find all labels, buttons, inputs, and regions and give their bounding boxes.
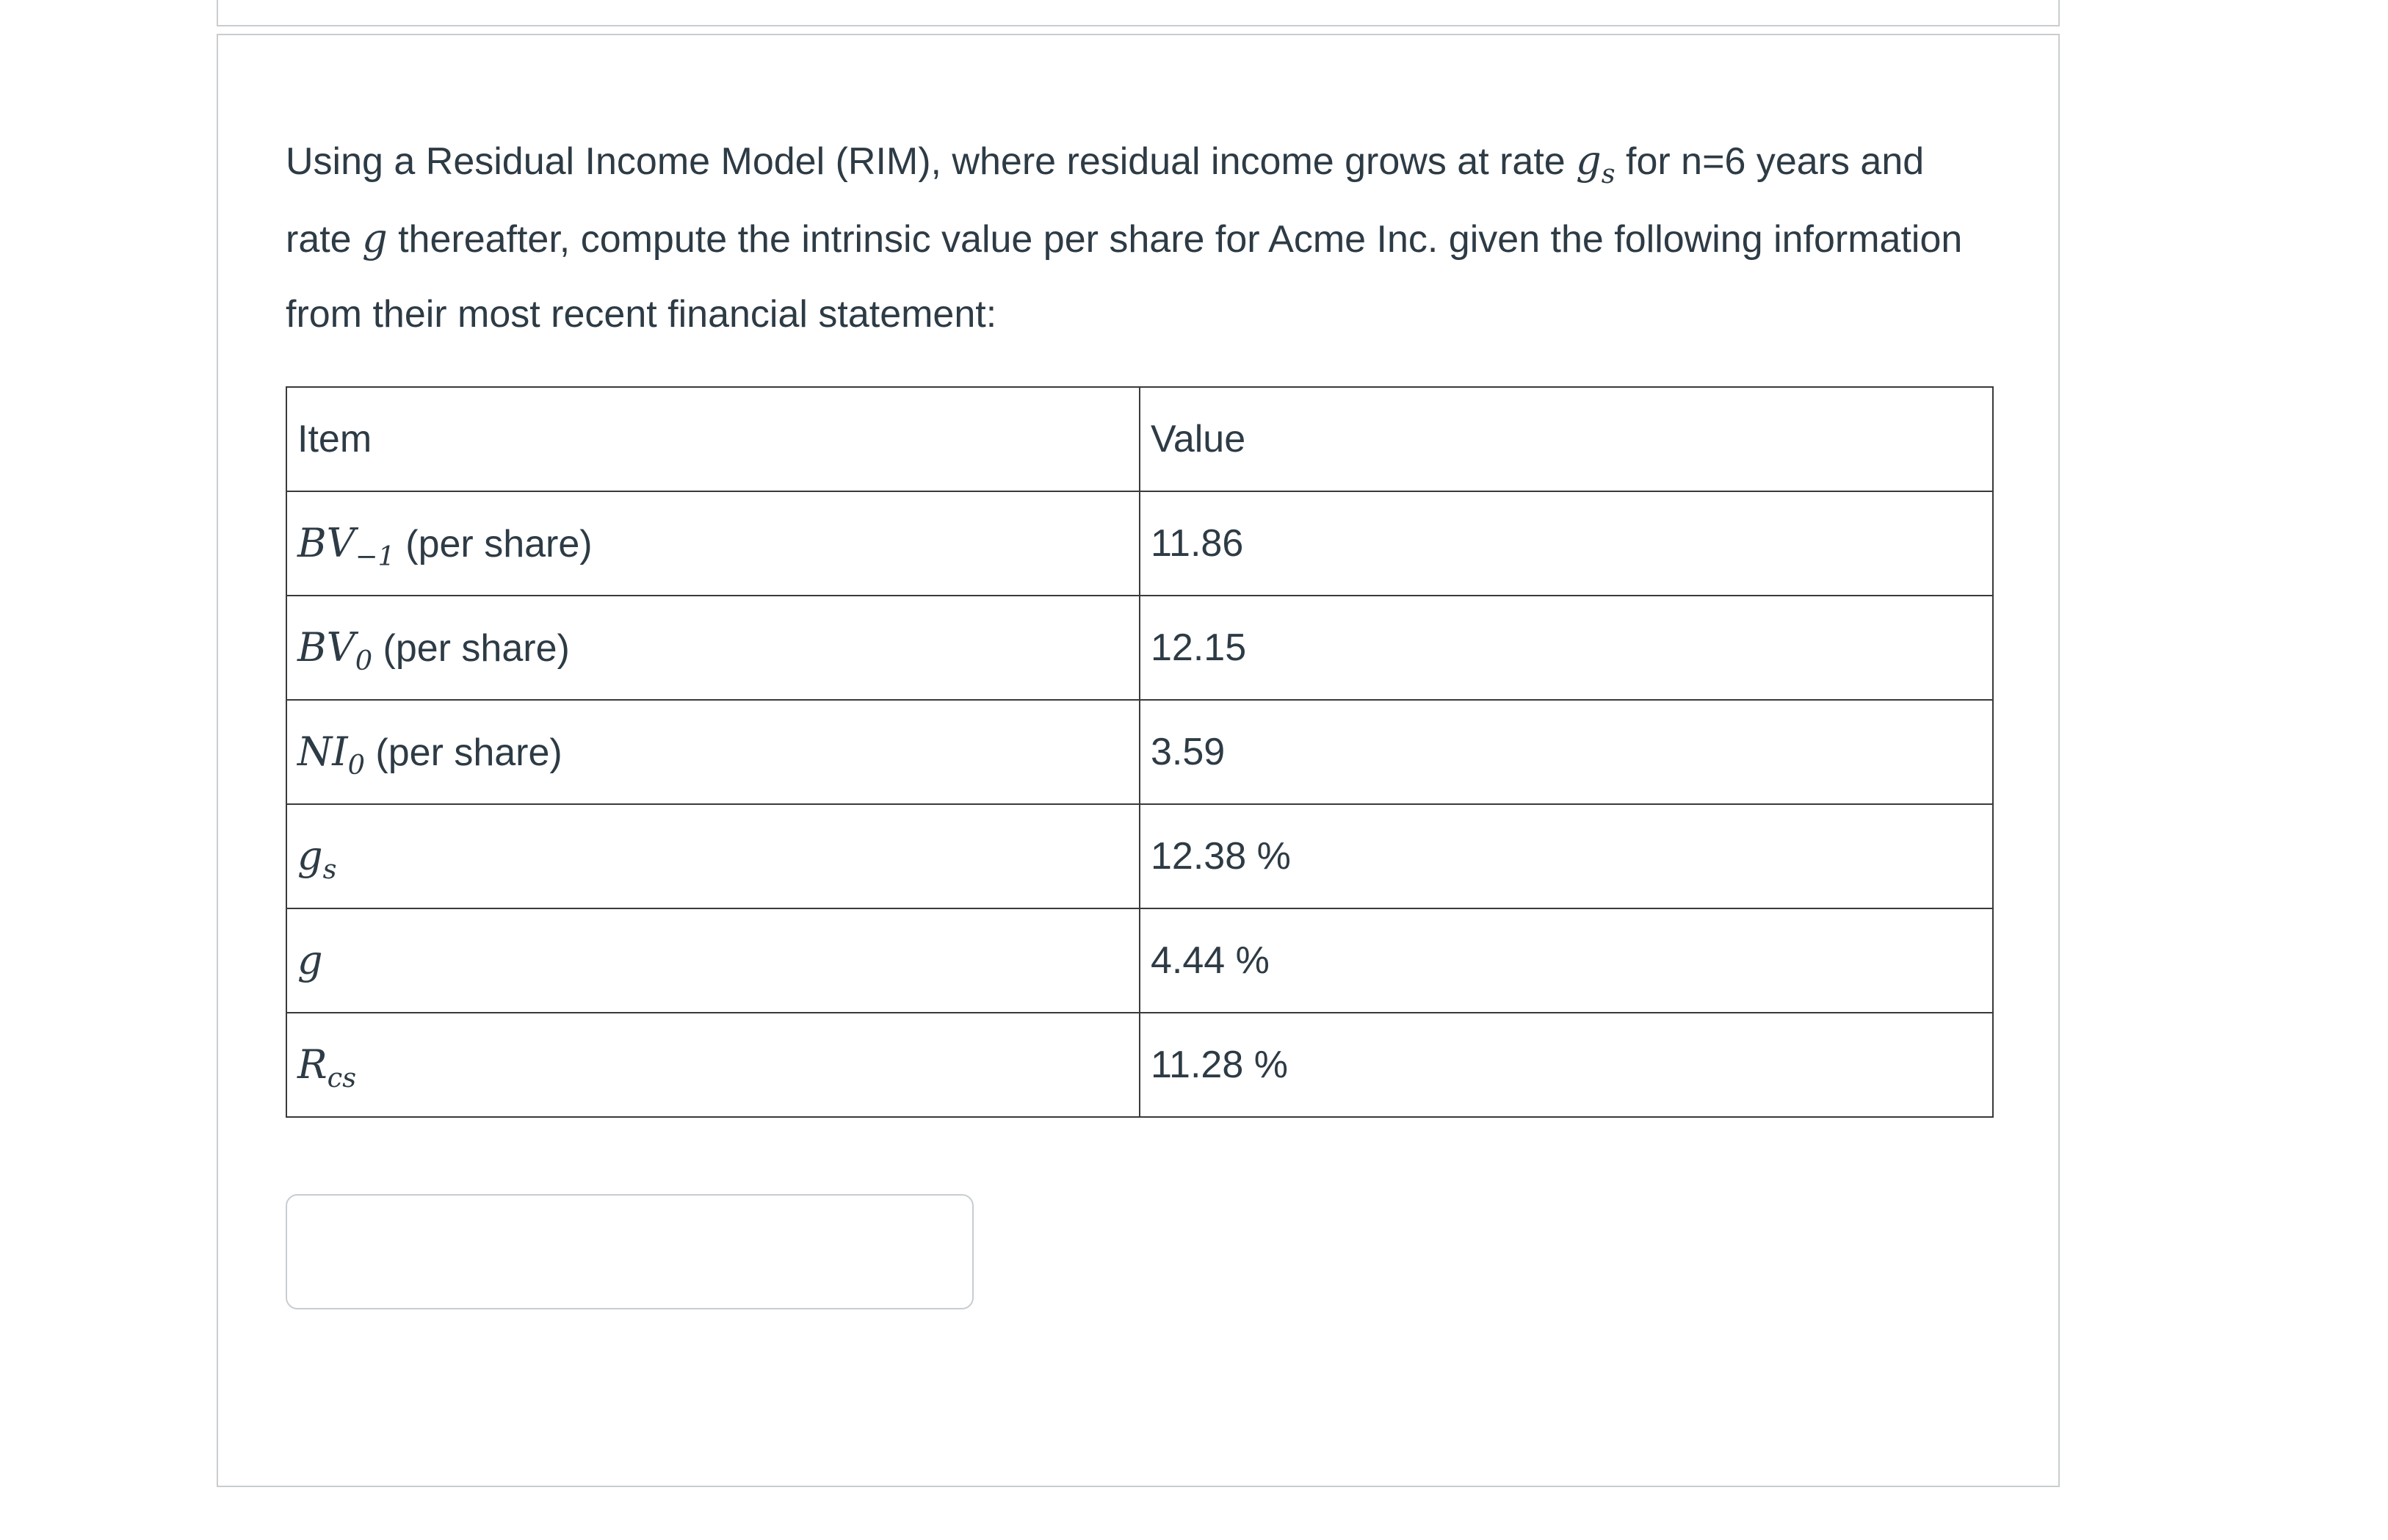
question-card-content: Using a Residual Income Model (RIM), whe… — [218, 35, 2058, 1309]
math-var: BV — [297, 624, 355, 671]
math-var: BV — [297, 520, 355, 567]
table-row: BV0 (per share) 12.15 — [286, 594, 1994, 701]
value-cell: 12.15 — [1139, 594, 1994, 701]
math-var: R — [297, 1041, 328, 1088]
math-sub: s — [322, 853, 337, 886]
item-cell: NI0 (per share) — [286, 698, 1140, 805]
value-cell: 11.28 % — [1139, 1011, 1994, 1118]
item-cell: gs — [286, 803, 1140, 909]
item-cell: Rcs — [286, 1011, 1140, 1118]
answer-input[interactable] — [286, 1193, 974, 1309]
item-suffix: (per share) — [364, 731, 562, 775]
table-row: Rcs 11.28 % — [286, 1011, 1994, 1118]
item-cell: BV−1 (per share) — [286, 490, 1140, 596]
math-sub: 0 — [355, 645, 373, 677]
question-segment: Using a Residual Income Model (RIM), whe… — [286, 140, 1577, 183]
table-row: gs 12.38 % — [286, 803, 1994, 909]
item-suffix: (per share) — [394, 523, 593, 566]
previous-card-bottom-edge — [217, 0, 2060, 26]
item-cell: g — [286, 907, 1140, 1013]
math-var: g — [297, 833, 323, 880]
value-cell: 12.38 % — [1139, 803, 1994, 909]
question-segment: for n=6 years and rate — [286, 140, 1925, 261]
math-sub: s — [1601, 157, 1615, 189]
math-sub: −1 — [355, 541, 395, 573]
table-row: g 4.44 % — [286, 907, 1994, 1013]
financial-data-table: Item Value BV−1 (per share) 11.86 BV0 (p… — [286, 386, 1994, 1118]
table-header-row: Item Value — [286, 386, 1994, 492]
item-column-header: Item — [286, 386, 1140, 492]
question-segment: thereafter, compute the intrinsic value … — [286, 217, 1963, 336]
math-gs: gs — [1576, 137, 1615, 187]
value-cell: 4.44 % — [1139, 907, 1994, 1013]
math-var: g — [1576, 137, 1602, 184]
item-suffix: (per share) — [372, 627, 570, 670]
table-row: BV−1 (per share) 11.86 — [286, 490, 1994, 596]
question-card: Using a Residual Income Model (RIM), whe… — [217, 34, 2060, 1487]
math-sub: 0 — [347, 749, 365, 781]
value-cell: 3.59 — [1139, 698, 1994, 805]
item-cell: BV0 (per share) — [286, 594, 1140, 701]
question-text: Using a Residual Income Model (RIM), whe… — [286, 122, 1992, 353]
math-var: NI — [297, 729, 348, 776]
value-cell: 11.86 — [1139, 490, 1994, 596]
math-sub: cs — [327, 1062, 357, 1094]
value-column-header: Value — [1139, 386, 1994, 492]
math-var: g — [297, 937, 323, 984]
math-g: g — [362, 214, 388, 261]
table-row: NI0 (per share) 3.59 — [286, 698, 1994, 805]
